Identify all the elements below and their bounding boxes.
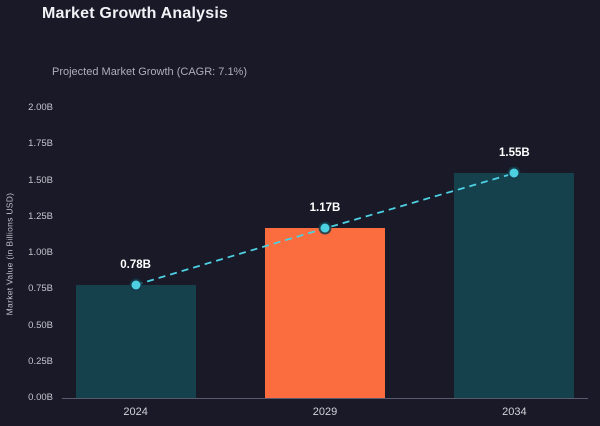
page-title: Market Growth Analysis	[42, 5, 229, 22]
y-tick-label: 1.75B	[28, 138, 53, 150]
bar-2034	[454, 173, 575, 398]
plot-area: 0.00B 0.25B 0.50B 0.75B 1.00B 1.25B 1.50B 1.75B…	[28, 103, 588, 418]
y-tick-label: 0.75B	[28, 283, 53, 295]
bar-2029	[265, 228, 385, 398]
data-point-marker	[131, 280, 141, 290]
y-tick-label: 1.50B	[28, 174, 53, 186]
y-axis-title: Market Value (in Billions USD)	[0, 108, 18, 399]
data-point-marker	[509, 168, 519, 178]
y-tick-label: 0.25B	[28, 355, 53, 367]
chart-subtitle: Projected Market Growth (CAGR: 7.1%)	[52, 66, 248, 78]
x-tick-label: 2029	[312, 406, 338, 418]
y-tick-label: 2.00B	[28, 102, 53, 113]
x-tick-label: 2024	[123, 406, 148, 418]
x-tick-label: 2034	[502, 406, 527, 418]
value-label: 1.55B	[499, 147, 530, 160]
y-axis-title-label: Market Value (in Billions USD)	[4, 192, 14, 315]
y-tick-label: 0.50B	[28, 319, 53, 331]
value-label: 1.17B	[309, 202, 341, 215]
y-tick-label: 0.00B	[28, 392, 53, 403]
bar-2024	[75, 284, 196, 398]
data-point-marker	[320, 223, 330, 233]
y-tick-label: 1.25B	[28, 210, 53, 222]
value-label: 0.78B	[120, 258, 151, 271]
y-tick-label: 1.00B	[28, 247, 53, 258]
